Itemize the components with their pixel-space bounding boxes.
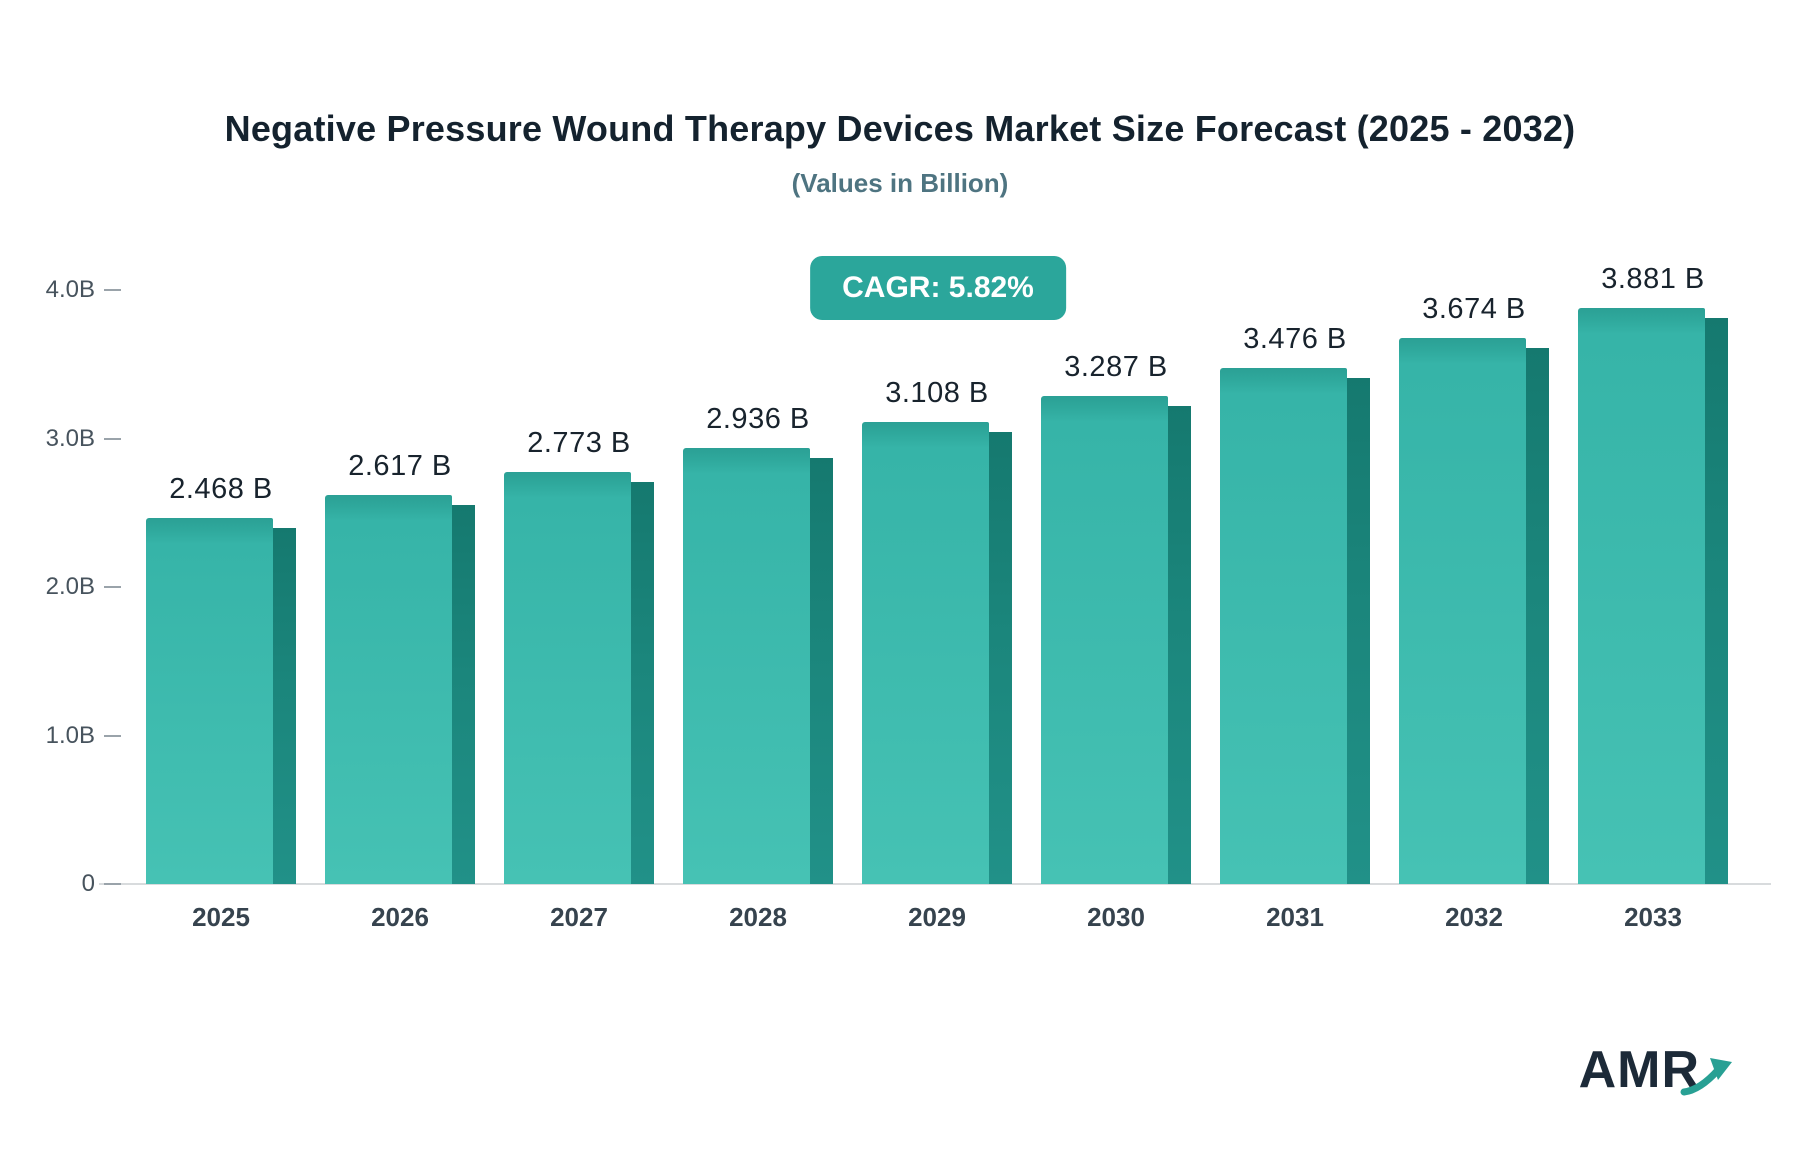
chart-title: Negative Pressure Wound Therapy Devices … <box>224 108 1576 149</box>
bar-group: 2.936 B 2028 <box>683 403 833 932</box>
y-axis-tick-label: 2.0B <box>45 573 95 600</box>
bar-side-face <box>1347 378 1370 884</box>
bar-group: 2.773 B 2027 <box>504 427 654 932</box>
y-axis-tick-mark <box>104 437 121 440</box>
bar-value-label: 2.617 B <box>348 450 452 482</box>
bar-front-face <box>1220 368 1347 884</box>
y-axis-tick-label: 4.0B <box>45 276 95 303</box>
bar-front-face <box>862 422 989 884</box>
bar-side-face <box>989 432 1012 884</box>
bar-side-face <box>1526 348 1549 884</box>
y-axis-tick-mark <box>104 883 121 885</box>
bar-side-face <box>1705 318 1728 884</box>
x-axis-year-label: 2030 <box>1087 902 1145 932</box>
bar-group: 2.468 B 2025 <box>146 473 296 932</box>
bar-front-face <box>146 518 273 884</box>
bar-front-face <box>1399 338 1526 884</box>
x-axis-line <box>99 883 1771 885</box>
bar-group: 2.617 B 2026 <box>325 450 475 932</box>
x-axis-year-label: 2032 <box>1445 902 1503 932</box>
y-axis-tick-mark <box>104 586 121 588</box>
y-axis-tick-mark <box>104 734 121 737</box>
bar-front-face <box>325 495 452 884</box>
bar-value-label: 3.476 B <box>1243 323 1347 355</box>
x-axis-year-label: 2028 <box>729 902 787 932</box>
bar-side-face <box>1168 406 1191 884</box>
bar-side-face <box>810 458 833 884</box>
x-axis-year-label: 2025 <box>192 902 250 932</box>
y-axis-tick-label: 1.0B <box>45 721 95 749</box>
bar-value-label: 2.468 B <box>169 473 273 505</box>
amr-logo: AMR <box>1579 1040 1734 1100</box>
growth-arrow-icon <box>1680 1058 1732 1096</box>
bar-value-label: 3.674 B <box>1422 293 1526 325</box>
x-axis-year-label: 2029 <box>908 902 966 932</box>
bar-value-label: 2.936 B <box>706 403 810 435</box>
bar-group: 3.287 B 2030 <box>1041 351 1191 932</box>
amr-logo-text: AMR <box>1578 1041 1700 1099</box>
bar-front-face <box>683 448 810 884</box>
cagr-badge: CAGR: 5.82% <box>810 256 1066 320</box>
x-axis-year-label: 2031 <box>1266 902 1324 932</box>
bar-side-face <box>452 505 475 884</box>
y-axis-tick-mark <box>104 289 121 291</box>
x-axis-year-label: 2027 <box>550 902 608 932</box>
bar-value-label: 3.108 B <box>885 377 989 409</box>
bar-front-face <box>504 472 631 884</box>
bar-front-face <box>1041 396 1168 884</box>
bar-group: 3.476 B 2031 <box>1220 323 1370 932</box>
y-axis-tick-label: 0 <box>81 870 95 897</box>
bar-side-face <box>631 482 654 884</box>
bar-value-label: 3.881 B <box>1601 263 1705 295</box>
y-axis-tick-label: 3.0B <box>45 424 95 452</box>
x-axis-year-label: 2026 <box>371 902 429 932</box>
x-axis-year-label: 2033 <box>1624 902 1682 932</box>
bar-group: 3.881 B 2033 <box>1578 263 1728 932</box>
bar-front-face <box>1578 308 1705 884</box>
chart-subtitle: (Values in Billion) <box>791 168 1009 198</box>
bar-side-face <box>273 528 296 884</box>
bar-group: 3.108 B 2029 <box>862 377 1012 932</box>
bar-value-label: 2.773 B <box>527 427 631 459</box>
bar-group: 3.674 B 2032 <box>1399 293 1549 932</box>
bar-value-label: 3.287 B <box>1064 351 1168 383</box>
